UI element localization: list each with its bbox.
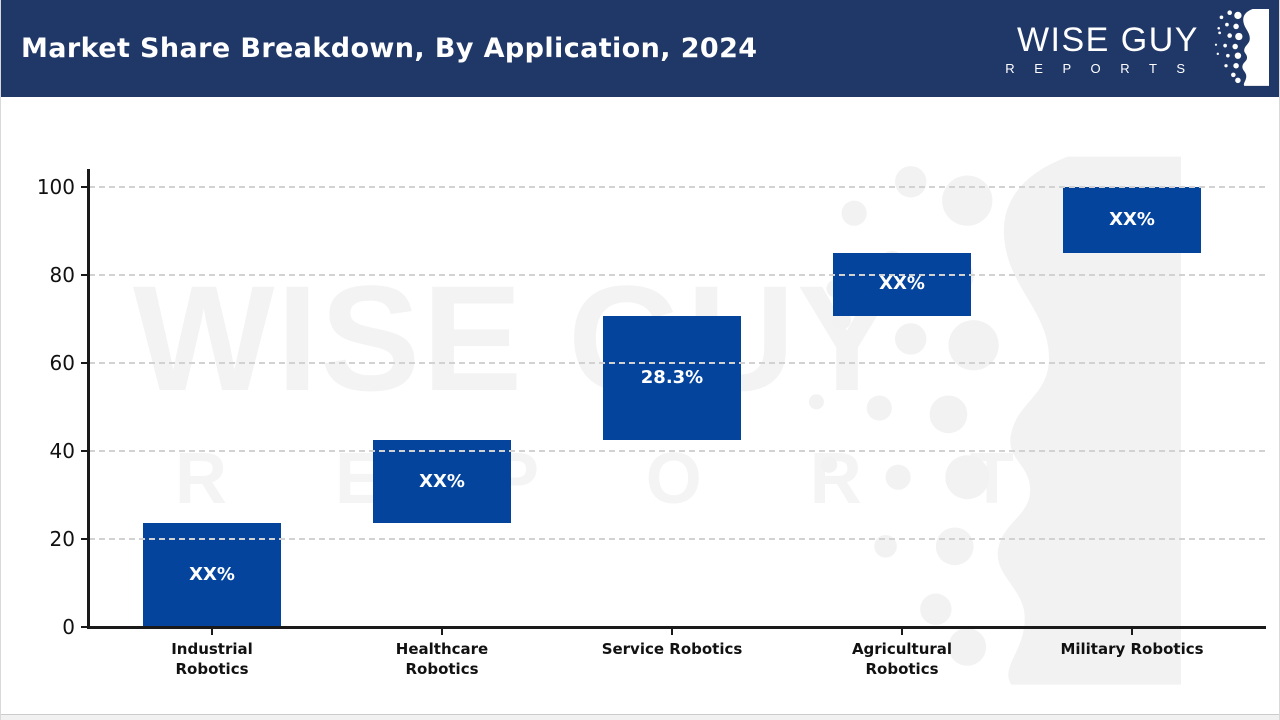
x-axis-label: Healthcare Robotics [395, 640, 489, 678]
gridline [89, 450, 1265, 452]
x-axis-tick [901, 627, 903, 635]
gridline [89, 186, 1265, 188]
bar-healthcare-robotics [373, 440, 511, 524]
x-axis-label: Military Robotics [1060, 640, 1204, 658]
bar-value-label: XX% [879, 273, 925, 295]
header: Market Share Breakdown, By Application, … [1, 0, 1279, 97]
brand-face-icon [1214, 9, 1269, 86]
bar-agricultural-robotics [833, 253, 971, 316]
x-axis-label: Industrial Robotics [171, 640, 253, 678]
y-axis-tick-label: 100 [36, 175, 75, 199]
bar-service-robotics [603, 315, 741, 441]
bar-value-label: 28.3% [640, 367, 704, 389]
bar-value-label: XX% [1109, 209, 1155, 230]
gridline [89, 274, 1265, 276]
bar-value-label: XX% [419, 470, 465, 492]
y-axis-tick [81, 362, 89, 364]
x-axis-tick [211, 627, 213, 635]
y-axis-tick [81, 450, 89, 452]
bar-military-robotics [1063, 187, 1201, 253]
brand-logo: WISE GUY R E P O R T S [1005, 4, 1271, 94]
y-axis-tick [81, 626, 89, 628]
x-axis-label: Agricultural Robotics [851, 640, 953, 678]
y-axis-tick-label: 60 [49, 351, 75, 375]
y-axis-tick-label: 80 [49, 263, 75, 287]
watermark-wordmark: WISE GUY [132, 254, 900, 422]
y-axis-tick [81, 186, 89, 188]
x-axis-label: Service Robotics [601, 640, 743, 658]
y-axis-tick-label: 40 [49, 439, 75, 463]
chart-title: Market Share Breakdown, By Application, … [21, 33, 758, 64]
x-axis-tick [671, 627, 673, 635]
y-axis-tick-label: 20 [49, 527, 75, 551]
x-axis-line [88, 626, 1266, 629]
x-axis-tick [1131, 627, 1133, 635]
brand-subtext: R E P O R T S [1005, 61, 1193, 76]
brand-wordmark: WISE GUY [1016, 21, 1199, 59]
bar-industrial-robotics [143, 523, 281, 627]
y-axis-tick [81, 538, 89, 540]
y-axis-tick-label: 0 [62, 615, 75, 639]
gridline [89, 538, 1265, 540]
y-axis-tick [81, 274, 89, 276]
gridline [89, 362, 1265, 364]
y-axis-line [87, 169, 90, 629]
bar-value-label: XX% [189, 564, 235, 586]
bottom-strip [1, 714, 1279, 720]
x-axis-tick [441, 627, 443, 635]
